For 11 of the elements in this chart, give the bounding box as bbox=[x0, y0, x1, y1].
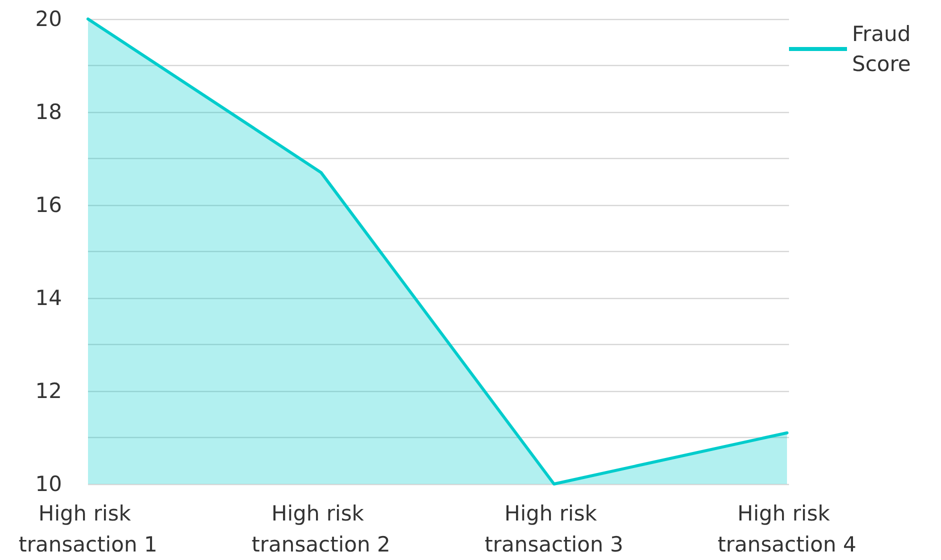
y-tick-label: 18 bbox=[35, 100, 62, 124]
x-tick-label: High risk transaction 3 bbox=[484, 502, 624, 556]
y-tick-label: 10 bbox=[35, 472, 62, 496]
x-tick-label: High risk transaction 2 bbox=[252, 502, 390, 556]
y-tick-label: 16 bbox=[35, 193, 62, 217]
legend-label: Fraud Score bbox=[852, 22, 918, 76]
y-tick-label: 14 bbox=[35, 286, 62, 310]
y-tick-label: 20 bbox=[35, 7, 62, 31]
x-tick-label: High risk transaction 4 bbox=[718, 502, 856, 556]
x-tick-label: High risk transaction 1 bbox=[18, 502, 158, 556]
y-tick-label: 12 bbox=[35, 379, 62, 403]
